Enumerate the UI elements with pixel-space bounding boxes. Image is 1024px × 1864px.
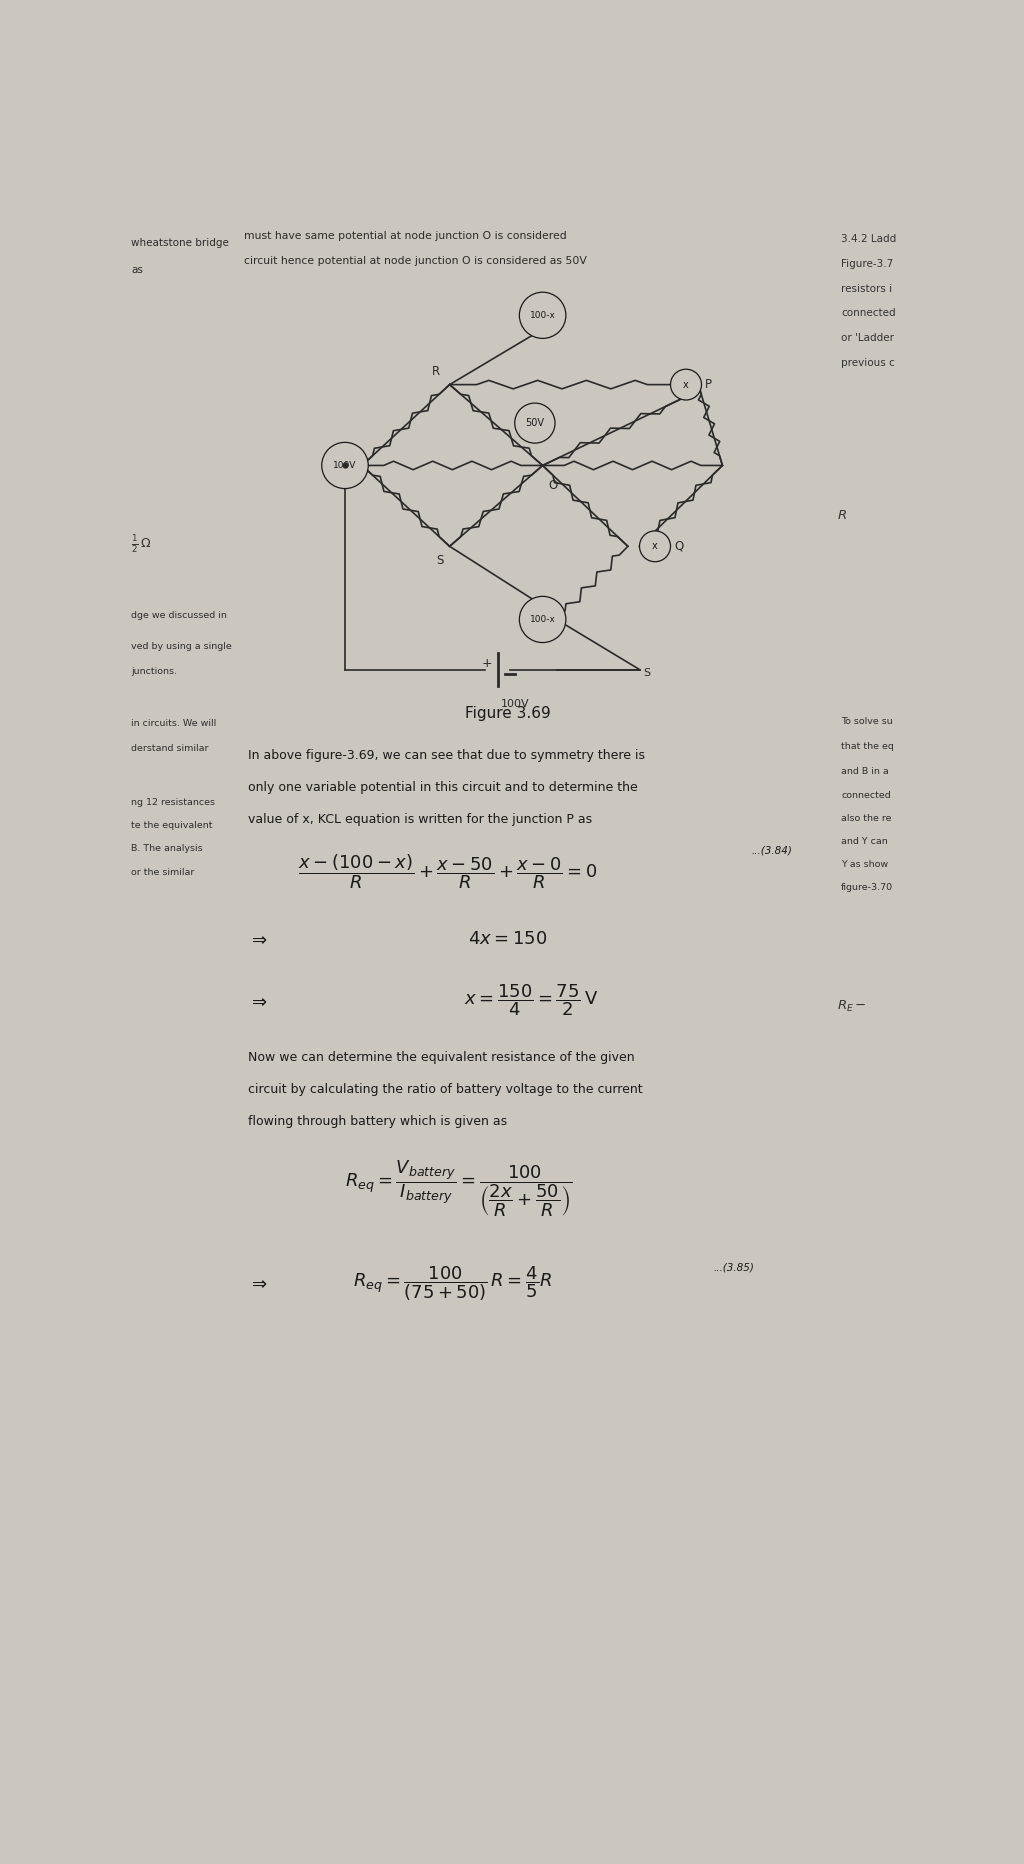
Text: connected: connected: [841, 308, 896, 319]
Text: x: x: [652, 541, 657, 552]
Text: junctions.: junctions.: [131, 667, 177, 677]
Text: $x=\dfrac{150}{4}=\dfrac{75}{2}\,\mathrm{V}$: $x=\dfrac{150}{4}=\dfrac{75}{2}\,\mathrm…: [464, 982, 598, 1018]
Text: ved by using a single: ved by using a single: [131, 641, 231, 651]
Circle shape: [322, 442, 369, 488]
Text: $\Rightarrow$: $\Rightarrow$: [248, 992, 268, 1010]
Text: $R$: $R$: [838, 509, 847, 522]
Text: In above figure-3.69, we can see that due to symmetry there is: In above figure-3.69, we can see that du…: [248, 749, 645, 762]
Text: or the similar: or the similar: [131, 867, 195, 876]
Text: Y as show: Y as show: [841, 859, 888, 869]
Text: Now we can determine the equivalent resistance of the given: Now we can determine the equivalent resi…: [248, 1051, 635, 1064]
Text: resistors i: resistors i: [841, 283, 892, 295]
Circle shape: [519, 596, 566, 643]
Text: value of x, KCL equation is written for the junction P as: value of x, KCL equation is written for …: [248, 813, 592, 826]
Text: ...(3.84): ...(3.84): [752, 846, 793, 856]
Text: dge we discussed in: dge we discussed in: [131, 611, 227, 621]
Text: ...(3.85): ...(3.85): [713, 1262, 754, 1273]
Text: that the eq: that the eq: [841, 742, 894, 751]
Text: 3.4.2 Ladd: 3.4.2 Ladd: [841, 235, 896, 244]
Text: 100V: 100V: [501, 699, 529, 708]
Text: S: S: [643, 669, 650, 678]
Text: $R_{eq}=\dfrac{V_{battery}}{I_{battery}}=\dfrac{100}{\left(\dfrac{2x}{R}+\dfrac{: $R_{eq}=\dfrac{V_{battery}}{I_{battery}}…: [345, 1159, 572, 1219]
Text: te the equivalent: te the equivalent: [131, 822, 213, 829]
Text: $R_{eq}=\dfrac{100}{(75+50)}\,R=\dfrac{4}{5}R$: $R_{eq}=\dfrac{100}{(75+50)}\,R=\dfrac{4…: [352, 1264, 552, 1303]
Text: S: S: [436, 554, 443, 567]
Text: also the re: also the re: [841, 813, 892, 822]
Text: previous c: previous c: [841, 358, 895, 367]
Text: +: +: [481, 656, 493, 669]
Text: Figure 3.69: Figure 3.69: [465, 706, 551, 721]
Circle shape: [515, 403, 555, 444]
Text: $R_E-$: $R_E-$: [838, 999, 866, 1014]
Text: ng 12 resistances: ng 12 resistances: [131, 798, 215, 807]
Text: in circuits. We will: in circuits. We will: [131, 720, 216, 729]
Text: To solve su: To solve su: [841, 716, 893, 725]
Text: $\Rightarrow$: $\Rightarrow$: [248, 1275, 268, 1292]
Text: $\frac{1}{2}\,\Omega$: $\frac{1}{2}\,\Omega$: [131, 533, 152, 555]
Circle shape: [640, 531, 671, 561]
Text: 100V: 100V: [334, 460, 356, 470]
Text: B. The analysis: B. The analysis: [131, 844, 203, 854]
Text: Q: Q: [675, 541, 684, 554]
Text: 50V: 50V: [525, 418, 545, 429]
Text: or 'Ladder: or 'Ladder: [841, 334, 894, 343]
Text: 100-x: 100-x: [529, 311, 556, 321]
Circle shape: [671, 369, 701, 401]
Text: O: O: [549, 479, 558, 492]
Text: $4x=150$: $4x=150$: [468, 930, 548, 949]
Text: wheatstone bridge: wheatstone bridge: [131, 239, 229, 248]
Text: figure-3.70: figure-3.70: [841, 884, 893, 891]
Text: and B in a: and B in a: [841, 768, 889, 777]
Text: only one variable potential in this circuit and to determine the: only one variable potential in this circ…: [248, 781, 638, 794]
Text: as: as: [131, 265, 143, 276]
Text: must have same potential at node junction O is considered: must have same potential at node junctio…: [245, 231, 567, 240]
Text: circuit by calculating the ratio of battery voltage to the current: circuit by calculating the ratio of batt…: [248, 1083, 643, 1096]
Text: $\Rightarrow$: $\Rightarrow$: [248, 930, 268, 949]
Text: connected: connected: [841, 790, 891, 800]
Text: 100-x: 100-x: [529, 615, 556, 624]
Text: derstand similar: derstand similar: [131, 744, 209, 753]
Text: R: R: [432, 365, 440, 378]
Text: Figure-3.7: Figure-3.7: [841, 259, 893, 268]
Text: $\dfrac{x-(100-x)}{R}+\dfrac{x-50}{R}+\dfrac{x-0}{R}=0$: $\dfrac{x-(100-x)}{R}+\dfrac{x-50}{R}+\d…: [299, 852, 598, 891]
Text: x: x: [683, 380, 689, 390]
Circle shape: [519, 293, 566, 339]
Text: and Y can: and Y can: [841, 837, 888, 846]
Text: P: P: [706, 378, 713, 391]
Text: circuit hence potential at node junction O is considered as 50V: circuit hence potential at node junction…: [245, 255, 587, 267]
Text: flowing through battery which is given as: flowing through battery which is given a…: [248, 1115, 507, 1128]
